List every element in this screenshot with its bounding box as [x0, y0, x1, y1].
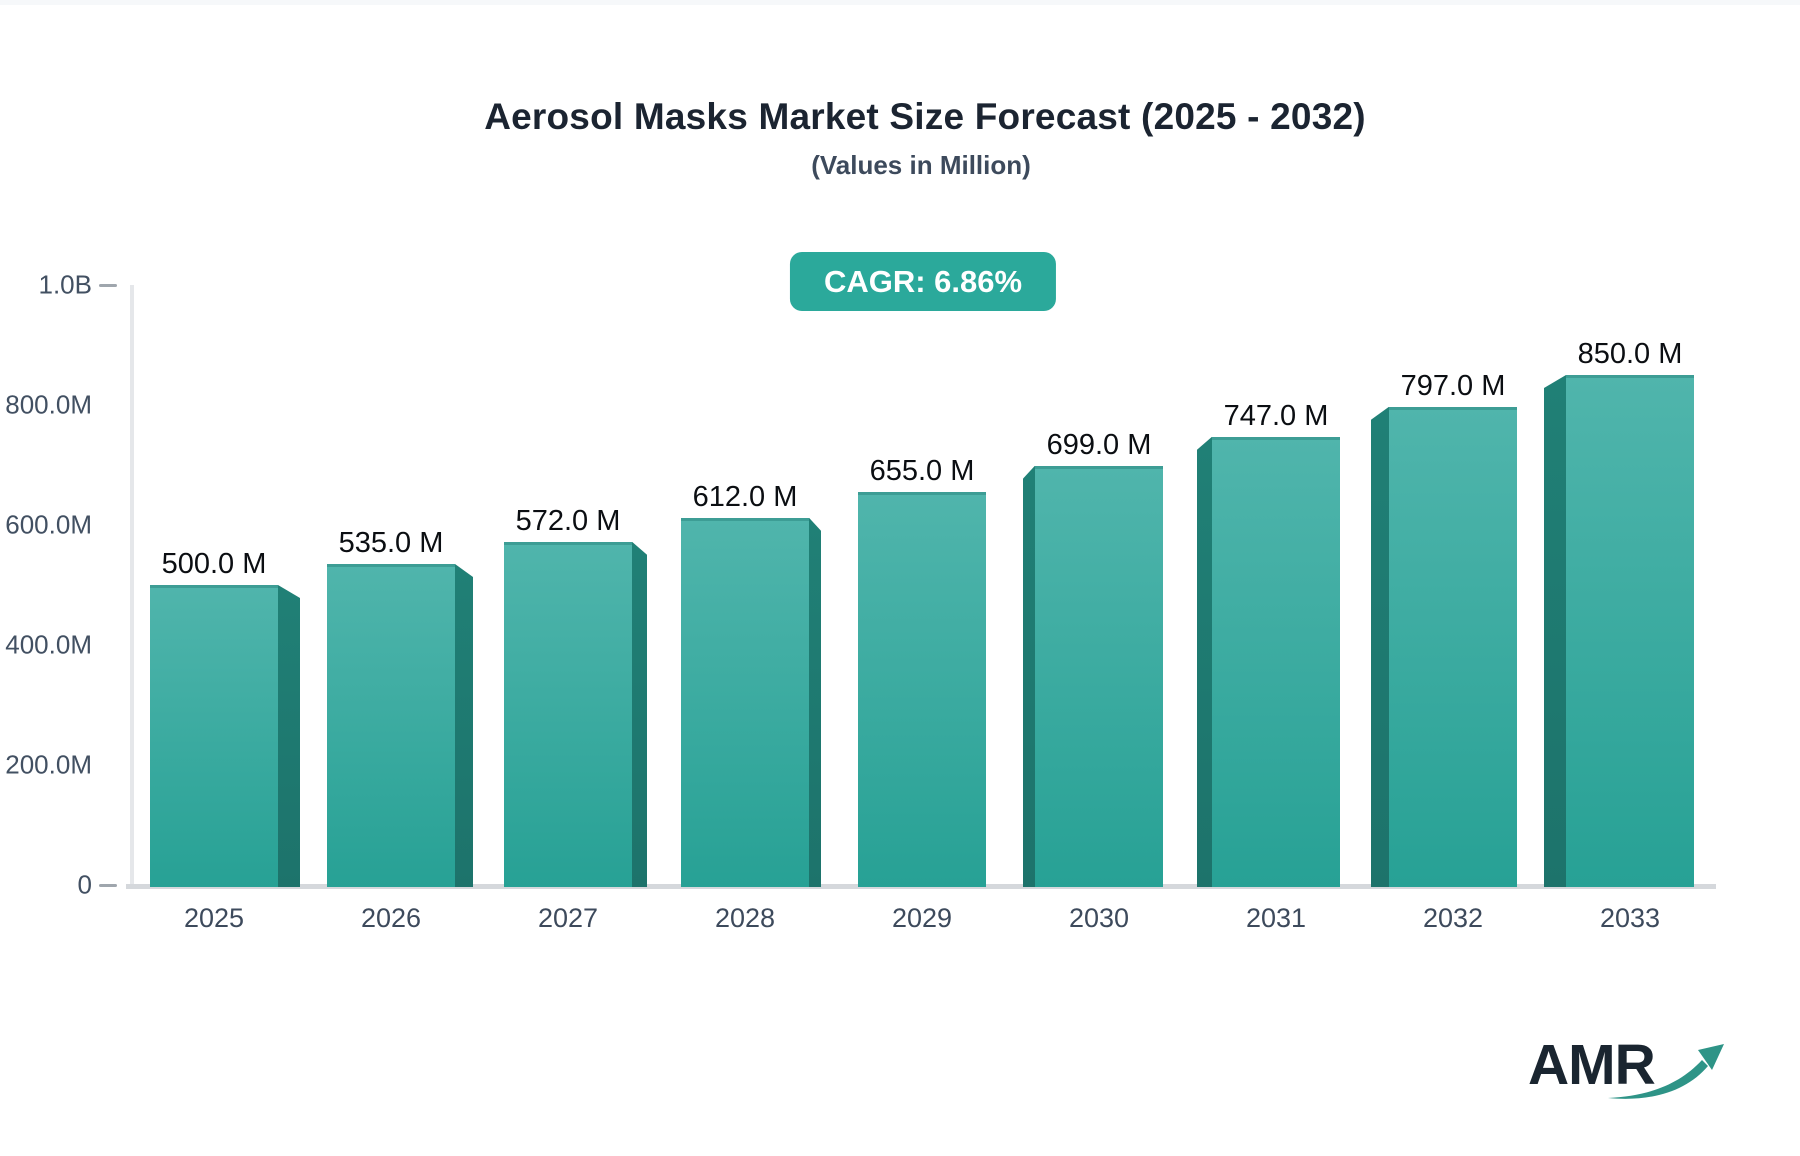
- x-axis-label: 2027: [537, 903, 599, 933]
- x-axis-label: 2033: [1599, 903, 1661, 933]
- bar-2029: [858, 492, 986, 887]
- amr-logo: AMR: [1528, 1032, 1724, 1112]
- y-axis-tick: [99, 284, 117, 287]
- growth-arrow-icon: [1608, 1044, 1724, 1099]
- bar-3d-side: [278, 585, 300, 887]
- bar-2025: [150, 585, 278, 887]
- y-axis-label: 600.0M: [5, 509, 92, 540]
- bar-2032: [1389, 406, 1517, 887]
- x-axis-label: 2032: [1422, 903, 1484, 933]
- bar-2033: [1566, 375, 1694, 887]
- x-axis-label: 2031: [1245, 903, 1307, 933]
- bar-2026: [327, 564, 455, 887]
- x-axis-label: 2030: [1068, 903, 1130, 933]
- cagr-badge: CAGR: 6.86%: [789, 252, 1057, 311]
- bar-3d-side: [455, 564, 473, 887]
- bar-value-label: 850.0 M: [1577, 338, 1683, 370]
- bar-value-label: 500.0 M: [161, 548, 267, 580]
- bar-2028: [681, 517, 809, 887]
- x-axis-label: 2029: [891, 903, 953, 933]
- x-axis-label: 2028: [714, 903, 776, 933]
- bar-3d-side: [1197, 436, 1212, 887]
- y-axis-line: [130, 285, 134, 888]
- bar-value-label: 535.0 M: [338, 527, 444, 559]
- amr-logo-text: AMR: [1528, 1033, 1656, 1097]
- bar-3d-side: [1371, 406, 1389, 887]
- bar-value-label: 747.0 M: [1223, 399, 1329, 432]
- bar-value-label: 699.0 M: [1046, 428, 1152, 461]
- bar-2027: [504, 541, 632, 887]
- y-axis-label: 1.0B: [38, 269, 93, 300]
- bar-value-label: 572.0 M: [515, 504, 621, 537]
- bar-value-label: 797.0 M: [1400, 369, 1506, 402]
- y-axis-label: 800.0M: [5, 389, 92, 420]
- bar-2030: [1035, 465, 1163, 887]
- x-axis-label: 2026: [360, 903, 422, 933]
- bar-3d-side: [1544, 375, 1566, 887]
- bar-3d-side: [809, 517, 821, 887]
- bar-value-label: 612.0 M: [692, 480, 798, 513]
- chart-subtitle: (Values in Million): [811, 150, 1031, 180]
- y-axis-label: 400.0M: [5, 629, 92, 660]
- y-axis-label: 0: [77, 869, 92, 900]
- bar-2031: [1212, 436, 1340, 887]
- bar-3d-side: [632, 541, 647, 887]
- y-axis-tick: [99, 884, 117, 887]
- chart-title: Aerosol Masks Market Size Forecast (2025…: [484, 96, 1366, 137]
- x-axis-label: 2025: [183, 903, 245, 933]
- y-axis-label: 200.0M: [5, 749, 92, 780]
- bar-value-label: 655.0 M: [869, 455, 975, 487]
- page-top-strip: [0, 0, 1800, 5]
- bar-3d-side: [1023, 465, 1035, 887]
